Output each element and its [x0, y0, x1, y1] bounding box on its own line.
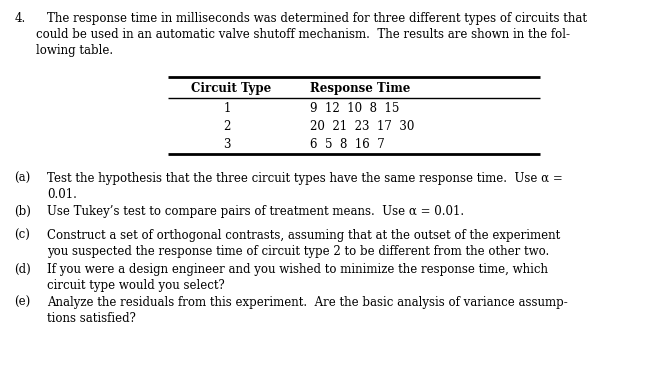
Text: 20  21  23  17  30: 20 21 23 17 30 — [310, 120, 414, 133]
Text: (a): (a) — [14, 172, 31, 185]
Text: The response time in milliseconds was determined for three different types of ci: The response time in milliseconds was de… — [47, 12, 587, 25]
Text: you suspected the response time of circuit type 2 to be different from the other: you suspected the response time of circu… — [47, 245, 550, 258]
Text: Construct a set of orthogonal contrasts, assuming that at the outset of the expe: Construct a set of orthogonal contrasts,… — [47, 229, 561, 242]
Text: (c): (c) — [14, 229, 30, 242]
Text: 6  5  8  16  7: 6 5 8 16 7 — [310, 138, 384, 151]
Text: 9  12  10  8  15: 9 12 10 8 15 — [310, 102, 399, 116]
Text: could be used in an automatic valve shutoff mechanism.  The results are shown in: could be used in an automatic valve shut… — [36, 28, 570, 41]
Text: 4.: 4. — [14, 12, 26, 25]
Text: 1: 1 — [223, 102, 231, 116]
Text: 2: 2 — [223, 120, 231, 133]
Text: 0.01.: 0.01. — [47, 188, 77, 201]
Text: circuit type would you select?: circuit type would you select? — [47, 279, 225, 292]
Text: (b): (b) — [14, 205, 32, 218]
Text: Circuit Type: Circuit Type — [191, 82, 272, 95]
Text: Use Tukey’s test to compare pairs of treatment means.  Use α = 0.01.: Use Tukey’s test to compare pairs of tre… — [47, 205, 465, 218]
Text: (d): (d) — [14, 263, 31, 275]
Text: tions satisfied?: tions satisfied? — [47, 312, 136, 325]
Text: If you were a design engineer and you wished to minimize the response time, whic: If you were a design engineer and you wi… — [47, 263, 548, 275]
Text: lowing table.: lowing table. — [36, 43, 113, 57]
Text: Analyze the residuals from this experiment.  Are the basic analysis of variance : Analyze the residuals from this experime… — [47, 296, 568, 309]
Text: Response Time: Response Time — [310, 82, 410, 95]
Text: 3: 3 — [223, 138, 231, 151]
Text: (e): (e) — [14, 296, 31, 309]
Text: Test the hypothesis that the three circuit types have the same response time.  U: Test the hypothesis that the three circu… — [47, 172, 563, 185]
